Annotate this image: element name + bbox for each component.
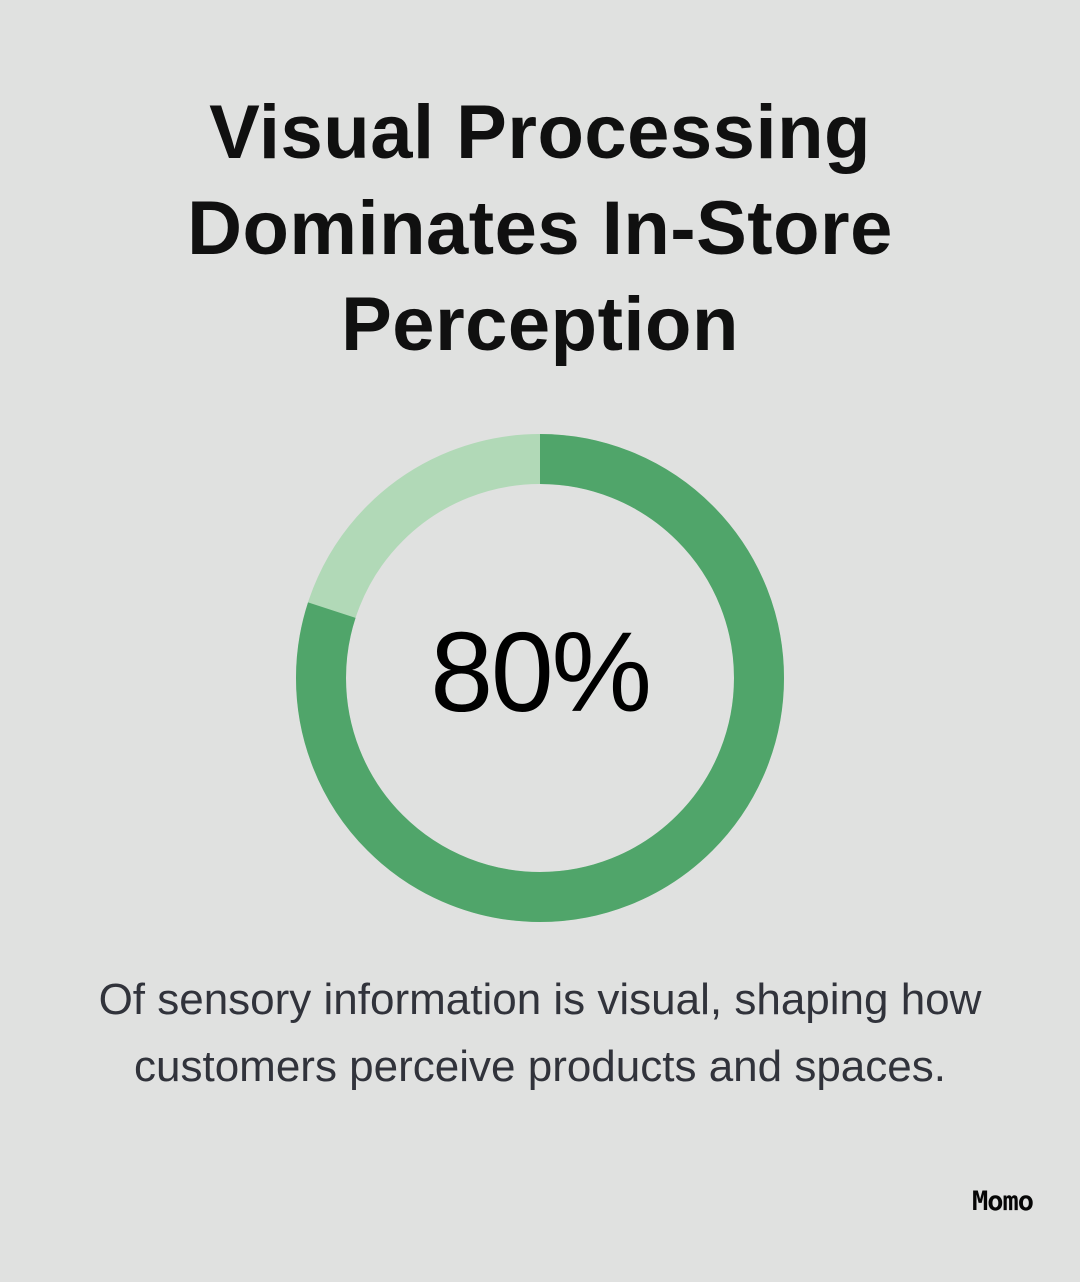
subtitle-line-2: customers perceive products and spaces.: [134, 1042, 946, 1091]
page-title: Visual Processing Dominates In-Store Per…: [0, 85, 1080, 373]
brand-logo: Momo: [971, 1186, 1034, 1217]
page-title-line-1: Visual Processing: [209, 90, 871, 175]
donut-center-label: 80%: [430, 609, 652, 735]
page-title-line-2: Dominates In-Store: [187, 186, 893, 271]
subtitle: Of sensory information is visual, shapin…: [0, 966, 1080, 1100]
donut-ring-svg: [296, 434, 784, 922]
donut-chart: 80%: [290, 428, 790, 928]
donut-value-arc: [296, 434, 784, 922]
page-title-line-3: Perception: [341, 282, 739, 367]
subtitle-line-1: Of sensory information is visual, shapin…: [98, 975, 982, 1024]
